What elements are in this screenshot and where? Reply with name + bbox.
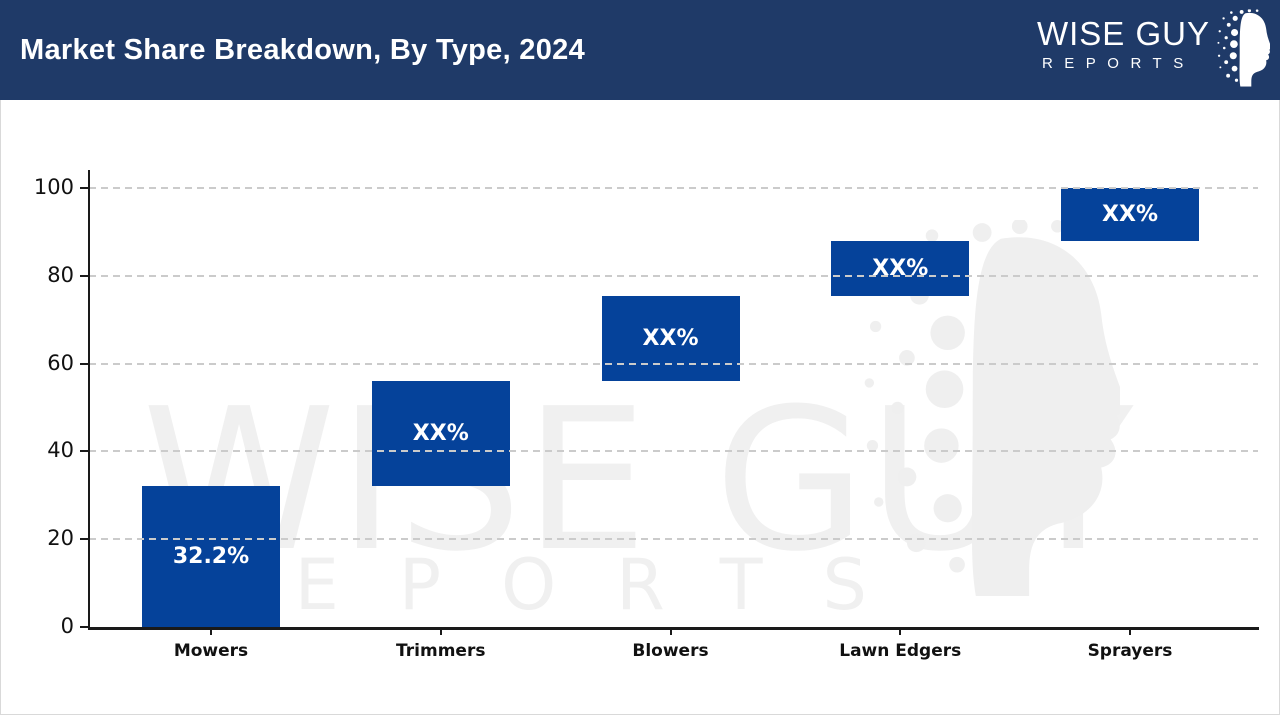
y-tick-mark: [80, 187, 88, 189]
page-title: Market Share Breakdown, By Type, 2024: [20, 33, 586, 66]
bar-value-label: 32.2%: [172, 543, 250, 569]
x-tick-label-sprayers: Sprayers: [1087, 641, 1173, 661]
gridline-y60: [89, 362, 1258, 365]
watermark-subtitle-text: REPORTS: [186, 544, 927, 626]
gridline-y80: [89, 274, 1258, 277]
x-tick-label-mowers: Mowers: [173, 641, 249, 661]
x-tick-label-lawn-edgers: Lawn Edgers: [839, 641, 962, 661]
y-tick-mark: [80, 626, 88, 628]
y-tick-label: 80: [47, 262, 74, 287]
brand-logo: WISE GUY REPORTS: [1036, 15, 1210, 73]
x-tick-label-trimmers: Trimmers: [396, 641, 486, 661]
figure-border-left: [0, 100, 1, 714]
gridline-y20: [89, 538, 1258, 541]
y-axis-line: [88, 170, 90, 627]
figure-border-bottom: [0, 714, 1280, 715]
x-tick-mark: [1129, 627, 1131, 635]
y-tick-label: 20: [47, 526, 74, 551]
gridline-y40: [89, 450, 1258, 453]
gridline-y100: [89, 187, 1258, 189]
bar-value-label: XX%: [1102, 202, 1158, 228]
y-tick-mark: [80, 538, 88, 541]
header-bar: Market Share Breakdown, By Type, 2024 WI…: [0, 0, 1280, 100]
x-tick-mark: [439, 627, 442, 635]
bar-value-label: XX%: [412, 420, 469, 446]
watermark-brand-text: WISE GUY: [142, 367, 1136, 595]
brand-name: WISE GUY: [1036, 15, 1210, 52]
y-tick-label: 0: [60, 614, 74, 638]
y-tick-label: 40: [47, 438, 74, 463]
bar-value-label: XX%: [642, 326, 699, 352]
x-tick-label-blowers: Blowers: [632, 641, 709, 661]
brand-subtitle: REPORTS: [1041, 55, 1195, 73]
y-tick-mark: [80, 450, 88, 453]
y-tick-label: 100: [33, 175, 74, 199]
bar-segment-mowers: 32.2%: [142, 485, 280, 627]
x-tick-mark: [210, 627, 212, 635]
bar-segment-trimmers: XX%: [371, 381, 510, 486]
brand-face-icon: [1212, 8, 1270, 88]
bar-value-label: XX%: [872, 256, 929, 282]
bar-segment-lawn-edgers: XX%: [831, 241, 970, 297]
bar-segment-blowers: XX%: [601, 296, 740, 382]
y-tick-mark: [80, 362, 88, 365]
x-tick-mark: [899, 627, 902, 635]
chart-region: WISE GUY REPORTS 32.2% XX% XX% XX% XX% 0 20 40 6…: [0, 100, 1280, 720]
y-tick-label: 60: [47, 350, 74, 375]
x-axis-line: [88, 627, 1259, 630]
bar-segment-sprayers: XX%: [1061, 188, 1199, 242]
x-tick-mark: [669, 627, 672, 635]
y-tick-mark: [80, 274, 88, 277]
